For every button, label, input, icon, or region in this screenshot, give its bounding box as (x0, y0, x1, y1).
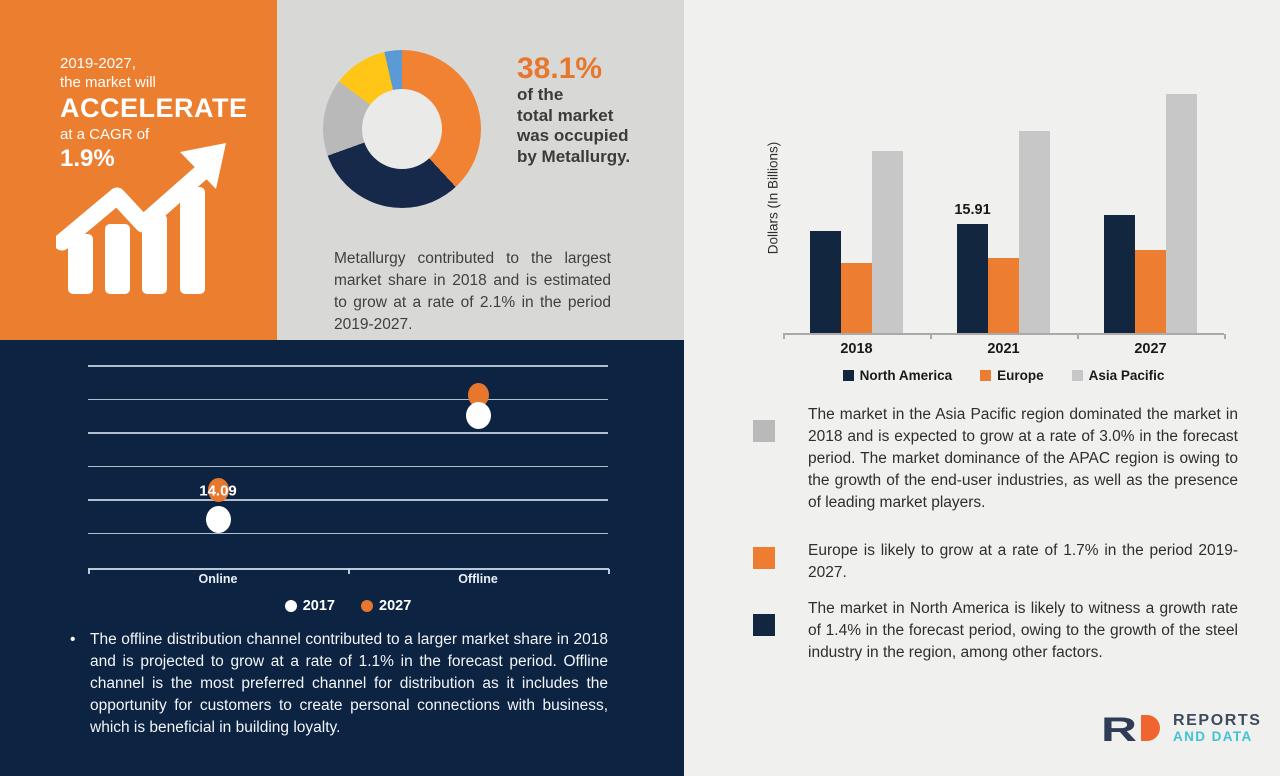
europe-bullet-text: Europe is likely to grow at a rate of 1.… (808, 542, 1238, 581)
dotplot-gridline (88, 398, 608, 400)
legend-label-europe: Europe (997, 368, 1044, 383)
logo-text: REPORTS AND DATA (1173, 712, 1262, 744)
legend-label-2017: 2017 (302, 598, 335, 614)
promo-cagr-value: 1.9% (60, 145, 115, 172)
legend-swatch-europe (980, 370, 992, 381)
distribution-channel-panel: 2017 2027 Online Offline 14.09 • The offli… (0, 340, 684, 776)
legend-label-asia-pacific: Asia Pacific (1088, 368, 1165, 383)
regional-panel: Dollars (In Billions) North America Euro… (684, 0, 1280, 776)
dotplot-gridline (88, 432, 608, 434)
cagr-promo-panel: 2019-2027, the market will ACCELERATE at… (0, 0, 277, 340)
legend-swatch-north-america (842, 370, 854, 381)
bar-north-america-2027 (1104, 215, 1135, 333)
svg-text:R: R (1101, 713, 1137, 743)
bar-chart-category-2018: 2018 (840, 341, 873, 357)
legend-item-2017: 2017 (284, 598, 335, 614)
bar-chart-legend: North America Europe Asia Pacific (783, 368, 1224, 383)
bar-europe-2021 (988, 257, 1019, 333)
dotplot-value-label: 14.09 (199, 482, 237, 500)
promo-period: 2019-2027, (60, 55, 136, 72)
bar-chart-x-axis (783, 333, 1224, 335)
europe-swatch (753, 547, 775, 569)
north-america-bullet-text: The market in North America is likely to… (808, 600, 1238, 661)
metallurgy-share-value: 38.1% (517, 52, 603, 85)
bar-chart-axis-tick (930, 334, 932, 339)
metallurgy-body-text: Metallurgy contributed to the largest ma… (334, 249, 611, 333)
dotplot-axis-tick (608, 569, 610, 574)
dotplot-category-offline: Offline (458, 572, 498, 586)
metallurgy-highlight: 38.1% of the total market was occupied b… (517, 53, 630, 167)
dotplot-gridline (88, 499, 608, 501)
bar-chart-category-2021: 2021 (987, 341, 1020, 357)
dotplot-legend: 2017 2027 (88, 598, 608, 614)
bar-asia-pacific-2021 (1019, 130, 1050, 333)
reports-and-data-logo: R REPORTS AND DATA (1101, 712, 1262, 744)
highlight-line: total market (517, 105, 614, 125)
bullet-glyph: • (70, 631, 76, 648)
bar-chart-axis-tick (1077, 334, 1079, 339)
legend-label-2027: 2027 (379, 598, 412, 614)
legend-label-north-america: North America (859, 368, 953, 383)
rd-logo-icon: R (1101, 713, 1160, 743)
dot-2017-offline (465, 402, 491, 430)
channel-bullet-text: The offline distribution channel contrib… (90, 631, 608, 736)
bar-north-america-2018 (810, 230, 841, 333)
legend-swatch-2027 (361, 600, 373, 612)
bar-europe-2027 (1135, 250, 1166, 333)
dotplot-category-online: Online (198, 572, 238, 586)
logo-and-data: AND DATA (1173, 729, 1253, 744)
legend-item-2027: 2027 (361, 598, 411, 614)
dotplot-gridline (88, 365, 608, 367)
metallurgy-donut (323, 50, 481, 208)
bar-north-america-2021 (957, 224, 988, 333)
highlight-line: of the (517, 85, 564, 104)
asia-pacific-bullet-text: The market in the Asia Pacific region do… (808, 406, 1238, 511)
growth-arrow-icon (56, 143, 226, 294)
promo-line: the market will (60, 74, 156, 91)
cagr-promo-text: 2019-2027, the market will ACCELERATE at… (60, 54, 248, 174)
bar-europe-2018 (841, 263, 872, 333)
donut-hole (362, 89, 442, 169)
legend-swatch-asia-pacific (1071, 370, 1083, 381)
legend-item-europe: Europe (980, 368, 1044, 383)
highlight-line: by Metallurgy. (517, 146, 631, 166)
bar-chart-axis-tick (783, 334, 785, 339)
bar-chart-category-2027: 2027 (1134, 341, 1167, 357)
dotplot-gridline (88, 532, 608, 534)
regional-bar-chart: Dollars (In Billions) North America Euro… (684, 0, 1280, 400)
promo-accelerate: ACCELERATE (60, 93, 248, 123)
bar-asia-pacific-2018 (872, 150, 903, 333)
dotplot-gridline (88, 465, 608, 467)
channel-bullet: • The offline distribution channel contr… (70, 629, 610, 739)
bar-chart-axis-tick (1224, 334, 1226, 339)
metallurgy-panel: 38.1% of the total market was occupied b… (277, 0, 684, 340)
dot-2027-online (207, 477, 229, 502)
asia-pacific-swatch (753, 420, 775, 442)
dot-2017-online (205, 505, 231, 533)
dotplot-axis-tick (348, 569, 350, 574)
bar-chart-value-label: 15.91 (954, 202, 991, 219)
bar-chart-y-axis-label: Dollars (In Billions) (765, 141, 781, 255)
legend-item-north-america: North America (842, 368, 953, 383)
dot-2027-offline (467, 383, 489, 408)
bar-asia-pacific-2027 (1166, 93, 1197, 333)
channel-dot-plot: 2017 2027 Online Offline 14.09 (0, 340, 684, 640)
promo-cagr-label: at a CAGR of (60, 126, 150, 143)
highlight-line: was occupied (517, 126, 629, 145)
logo-reports: REPORTS (1173, 712, 1262, 729)
dotplot-axis-tick (88, 569, 90, 574)
legend-swatch-2017 (284, 600, 297, 612)
legend-item-asia-pacific: Asia Pacific (1071, 368, 1165, 383)
north-america-swatch (753, 614, 775, 636)
